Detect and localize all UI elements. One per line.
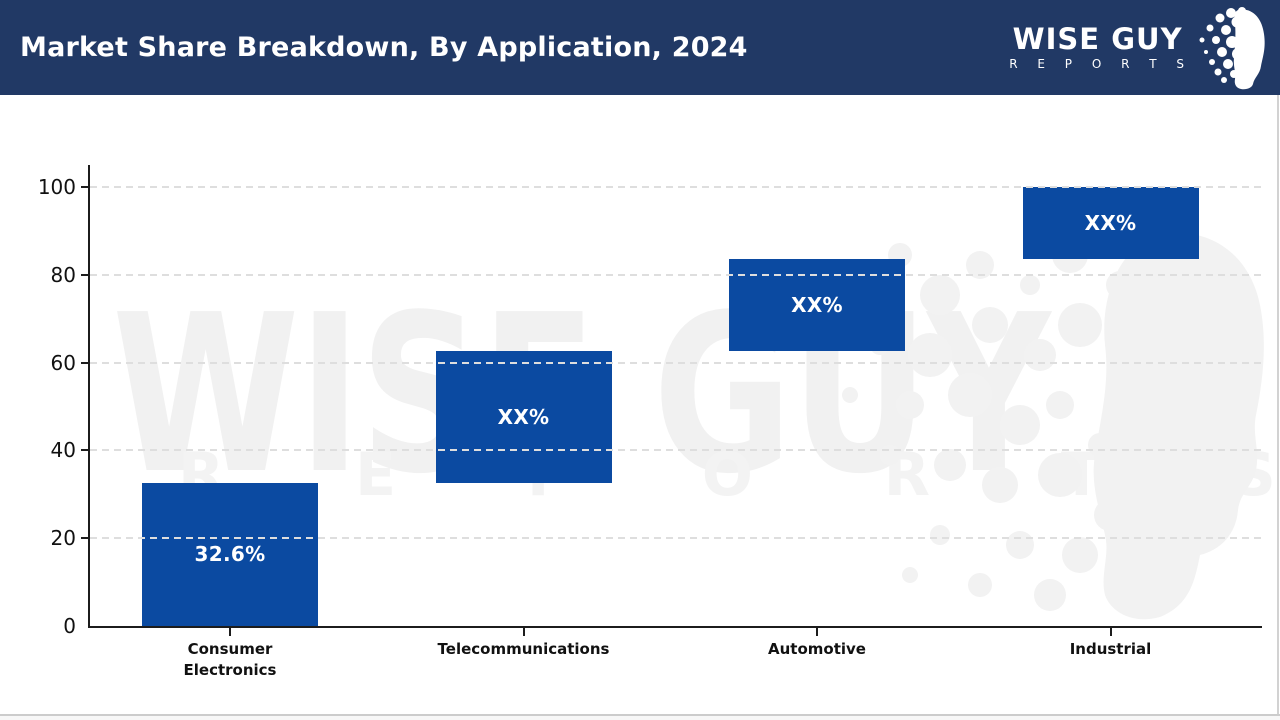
- dotted-head-icon: [1199, 6, 1265, 89]
- bottom-margin: [0, 716, 1280, 720]
- gridline-80: [90, 273, 1262, 276]
- y-tick-label: 20: [50, 526, 76, 551]
- y-tick-mark: [81, 186, 88, 188]
- bar-industrial: XX%: [1022, 187, 1199, 259]
- y-tick-mark: [81, 449, 88, 452]
- header-bar: Market Share Breakdown, By Application, …: [0, 0, 1280, 95]
- y-tick-label: 80: [50, 262, 76, 287]
- x-tick-mark: [816, 628, 818, 636]
- y-tick-label: 40: [50, 438, 76, 463]
- x-tick-mark: [1109, 628, 1112, 636]
- x-category-label-automotive: Automotive: [768, 640, 866, 658]
- x-category-label-industrial: Industrial: [1069, 640, 1152, 658]
- y-tick-label: 0: [63, 614, 76, 638]
- watermark-head-icon: [842, 233, 1264, 620]
- y-tick-mark: [81, 273, 88, 276]
- bar-value-label: XX%: [791, 293, 843, 318]
- page-title: Market Share Breakdown, By Application, …: [20, 32, 748, 63]
- wise-guy-logo: WISE GUY R E P O R T S: [1003, 6, 1266, 90]
- chart-area: WISE GUY R E P O R T S 32.6% XX% XX% X: [0, 95, 1280, 715]
- bottom-border: [0, 714, 1280, 716]
- y-axis-spine: [88, 165, 90, 627]
- bar-value-label: XX%: [497, 405, 550, 430]
- bar-value-label: XX%: [1084, 210, 1137, 235]
- y-tick-mark: [81, 361, 88, 364]
- x-tick-mark: [229, 628, 231, 636]
- x-tick-mark: [522, 628, 525, 636]
- gridline-100: [90, 186, 1262, 188]
- gridline-40: [90, 449, 1262, 452]
- bar-value-label: 32.6%: [194, 542, 266, 567]
- gridline-60: [90, 361, 1262, 364]
- y-tick-label: 100: [37, 175, 76, 199]
- right-border: [1277, 95, 1279, 715]
- gridline-20: [90, 537, 1262, 540]
- x-axis-spine: [88, 626, 1262, 628]
- logo-name: WISE GUY: [1012, 22, 1183, 57]
- bar-telecommunications: XX%: [435, 351, 612, 483]
- x-category-label-consumer-electronics: Consumer Electronics: [183, 640, 277, 679]
- y-tick-mark: [81, 537, 88, 540]
- bar-consumer-electronics: 32.6%: [142, 482, 318, 626]
- logo-tagline: R E P O R T S: [1009, 56, 1192, 71]
- x-category-label-telecommunications: Telecommunications: [437, 640, 610, 658]
- logo-text: WISE GUY R E P O R T S: [1003, 22, 1192, 71]
- y-tick-label: 60: [50, 350, 76, 375]
